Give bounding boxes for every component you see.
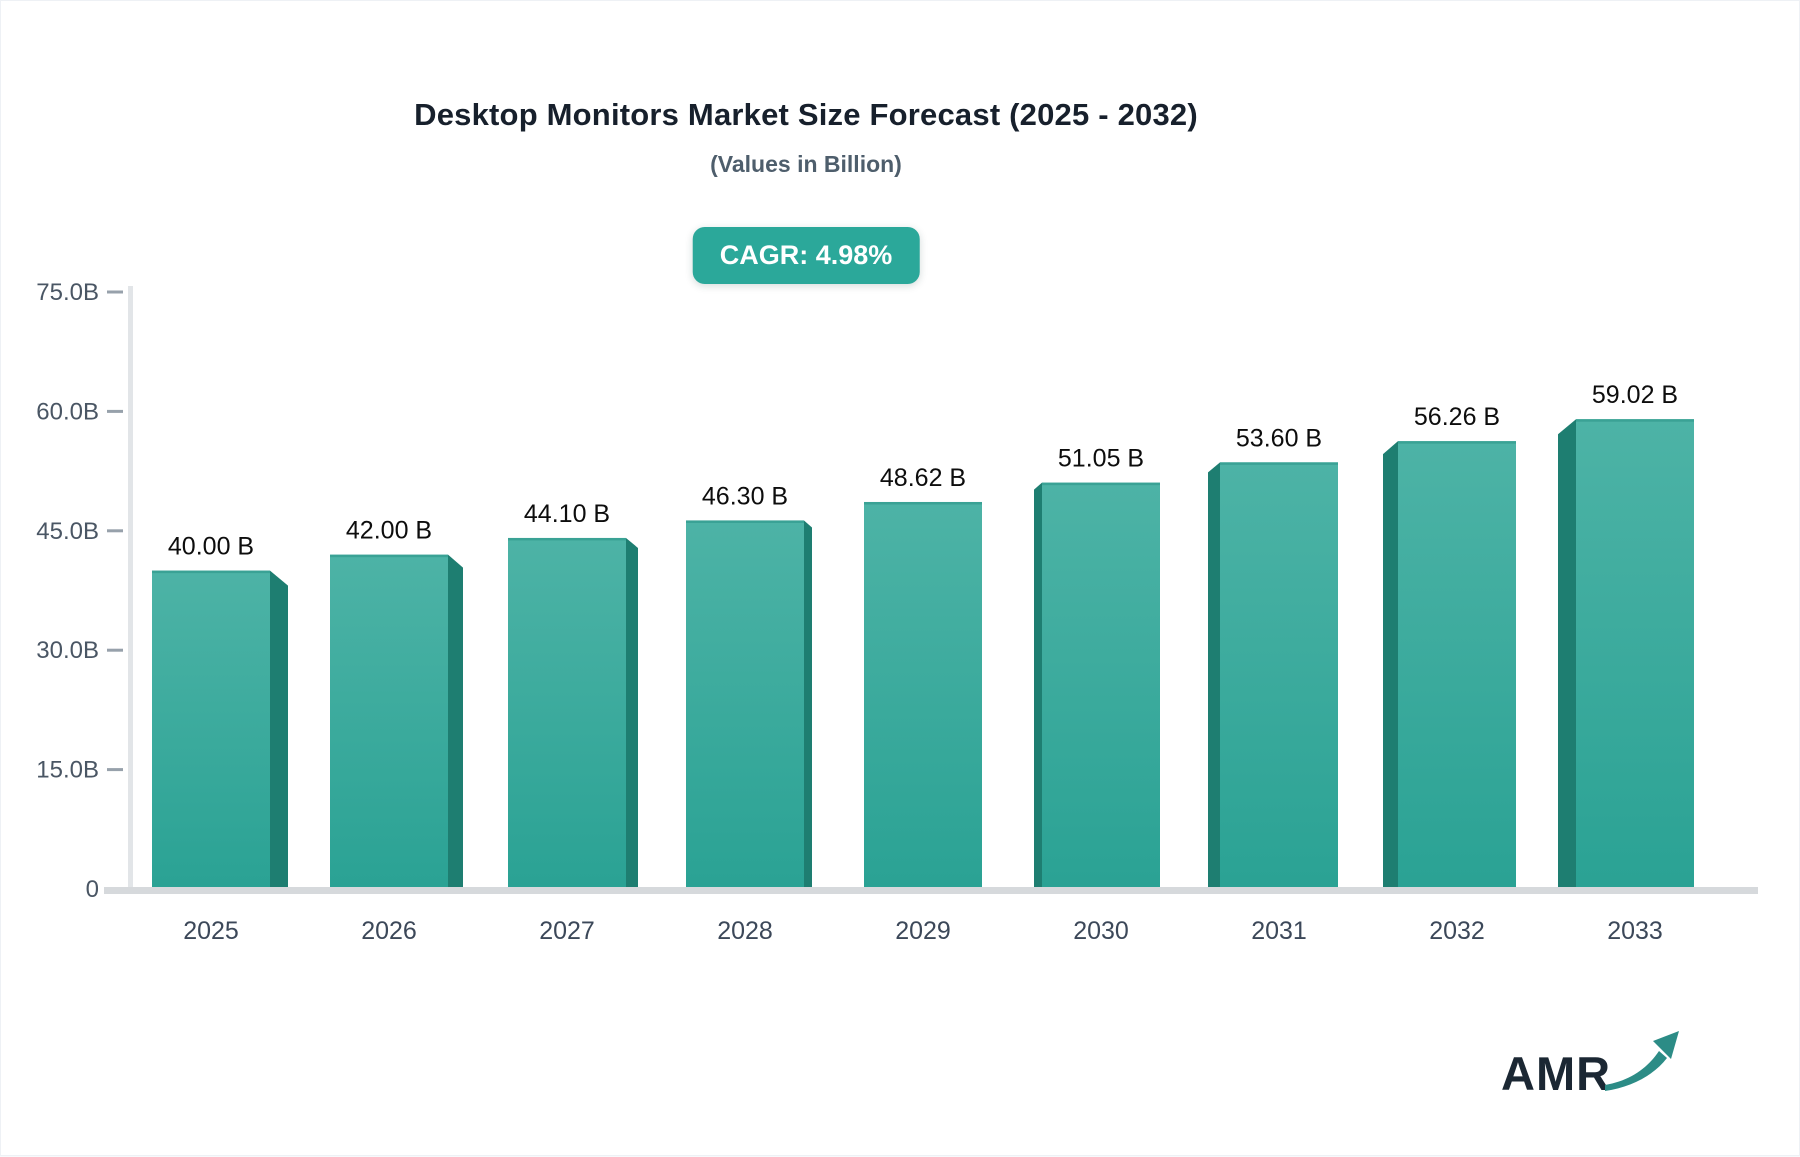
bar-top-edge	[686, 520, 804, 523]
x-axis-baseline	[104, 887, 1758, 894]
bar-side-2033[interactable]	[1558, 419, 1576, 889]
x-tick-label: 2032	[1429, 917, 1485, 945]
x-tick-label: 2031	[1251, 917, 1307, 945]
y-tick-label: 75.0B	[36, 279, 99, 306]
bar-side-2026[interactable]	[448, 554, 463, 889]
y-tick-mark	[107, 529, 123, 533]
y-tick-label: 45.0B	[36, 518, 99, 545]
bar-value-label: 46.30 B	[702, 482, 788, 510]
bar-2025[interactable]	[152, 570, 270, 889]
x-tick-label: 2030	[1073, 917, 1129, 945]
bar-value-label: 59.02 B	[1592, 381, 1678, 409]
y-tick-mark	[107, 290, 123, 294]
y-tick-mark	[107, 648, 123, 652]
growth-arrow-icon	[1605, 1031, 1679, 1091]
bar-2032[interactable]	[1398, 441, 1516, 889]
bar-side-2032[interactable]	[1383, 441, 1398, 889]
bar-value-label: 48.62 B	[880, 464, 966, 492]
amr-logo: AMR	[1501, 1031, 1681, 1107]
bar-top-edge	[152, 570, 270, 574]
bar-top-edge	[1576, 419, 1694, 422]
bar-side-2028[interactable]	[804, 520, 812, 889]
bar-side-2027[interactable]	[626, 537, 638, 889]
bar-value-label: 51.05 B	[1058, 445, 1144, 473]
y-tick-mark	[107, 409, 123, 413]
bar-top-edge	[1042, 482, 1160, 486]
y-tick-label: 30.0B	[36, 637, 99, 664]
y-tick-label: 60.0B	[36, 398, 99, 425]
bar-value-label: 40.00 B	[168, 533, 254, 561]
bar-2028[interactable]	[686, 520, 804, 889]
chart-title: Desktop Monitors Market Size Forecast (2…	[414, 97, 1198, 132]
y-axis-line	[128, 286, 133, 892]
x-tick-label: 2025	[183, 917, 239, 945]
cagr-badge: CAGR: 4.98%	[692, 227, 920, 284]
x-tick-label: 2027	[539, 917, 595, 945]
bar-value-label: 53.60 B	[1236, 424, 1322, 452]
y-tick-mark	[107, 768, 123, 772]
bar-2027[interactable]	[508, 537, 626, 889]
bar-2030[interactable]	[1042, 482, 1160, 889]
arrow-head	[1653, 1031, 1679, 1059]
bar-top-edge	[1220, 462, 1338, 465]
bar-side-2031[interactable]	[1208, 462, 1220, 889]
bar-2029[interactable]	[864, 501, 982, 889]
bar-top-edge	[330, 554, 448, 558]
bar-top-edge	[1398, 441, 1516, 444]
bar-2026[interactable]	[330, 554, 448, 889]
y-tick-label: 0	[86, 876, 99, 903]
bar-value-label: 44.10 B	[524, 500, 610, 528]
bar-value-label: 42.00 B	[346, 517, 432, 545]
arrow-tail	[1605, 1051, 1667, 1091]
x-tick-label: 2033	[1607, 917, 1663, 945]
bar-top-edge	[508, 537, 626, 541]
x-tick-label: 2026	[361, 917, 417, 945]
bar-side-2030[interactable]	[1034, 482, 1042, 889]
x-tick-label: 2028	[717, 917, 773, 945]
bar-value-label: 56.26 B	[1414, 403, 1500, 431]
amr-logo-text: AMR	[1501, 1047, 1612, 1100]
bar-2033[interactable]	[1576, 419, 1694, 889]
bar-top-edge	[864, 501, 982, 505]
bar-2031[interactable]	[1220, 462, 1338, 889]
bar-side-2025[interactable]	[270, 570, 288, 889]
y-tick-label: 15.0B	[36, 757, 99, 784]
x-tick-label: 2029	[895, 917, 951, 945]
chart-subtitle: (Values in Billion)	[710, 151, 902, 177]
